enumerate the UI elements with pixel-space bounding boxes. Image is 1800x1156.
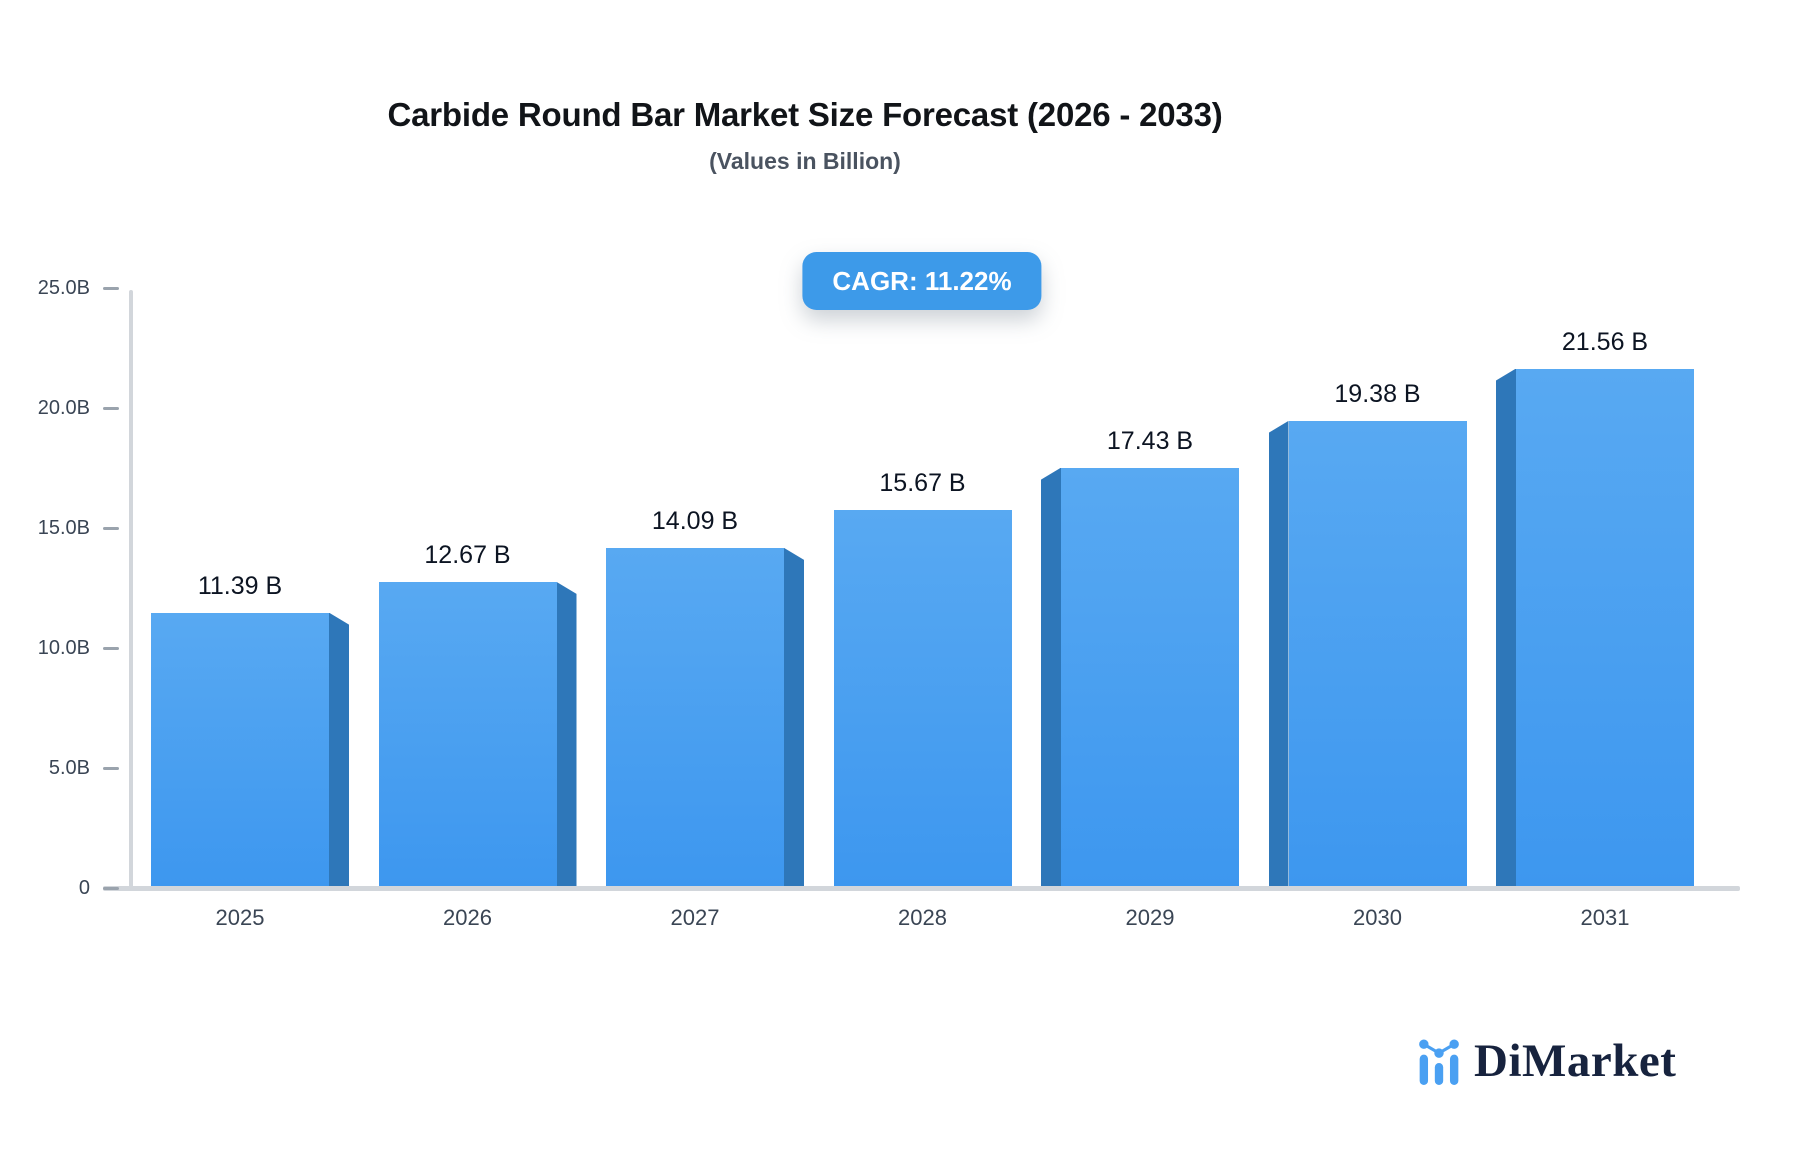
bar-value-label-2031: 21.56 B bbox=[1561, 327, 1649, 356]
x-axis-line bbox=[103, 886, 1740, 891]
x-axis-label-2025: 2025 bbox=[215, 905, 265, 930]
y-axis-tick-mark bbox=[103, 767, 119, 770]
bar-2025-side bbox=[329, 612, 349, 886]
x-axis-label-2028: 2028 bbox=[898, 905, 947, 930]
bar-2026-side bbox=[556, 581, 577, 886]
cagr-badge: CAGR: 11.22% bbox=[802, 252, 1042, 310]
dimarket-logo-text: DiMarket bbox=[1474, 1035, 1677, 1087]
chart-subtitle: (Values in Billion) bbox=[709, 148, 901, 174]
y-axis-tick-mark bbox=[103, 647, 119, 650]
x-axis-label-2026: 2026 bbox=[443, 905, 492, 930]
bar-2028 bbox=[833, 509, 1012, 886]
y-axis-tick-label: 5.0B bbox=[48, 757, 90, 779]
y-axis-tick-label: 20.0B bbox=[37, 397, 90, 419]
bar-value-label-2027: 14.09 B bbox=[651, 506, 739, 535]
bar-2027-side bbox=[784, 547, 804, 886]
y-axis-line bbox=[129, 290, 133, 890]
y-axis-tick-mark bbox=[103, 287, 119, 290]
x-axis-label-2030: 2030 bbox=[1353, 905, 1402, 930]
y-axis-tick-mark bbox=[103, 527, 119, 530]
bar-2030-side bbox=[1268, 420, 1289, 886]
bar-value-label-2029: 17.43 B bbox=[1106, 426, 1194, 455]
y-axis-tick-mark bbox=[103, 887, 119, 890]
bar-chart-icon bbox=[1419, 1039, 1459, 1085]
y-axis-tick-label: 10.0B bbox=[37, 637, 90, 659]
y-axis-tick-mark bbox=[103, 407, 119, 410]
bar-2025 bbox=[151, 612, 329, 886]
y-axis-tick-label: 15.0B bbox=[37, 517, 90, 539]
x-axis-label-2031: 2031 bbox=[1580, 905, 1630, 930]
chart-title: Carbide Round Bar Market Size Forecast (… bbox=[387, 96, 1223, 133]
y-axis-tick-label: 25.0B bbox=[37, 277, 90, 299]
bar-2029-side bbox=[1041, 467, 1061, 886]
bar-2027 bbox=[606, 547, 784, 886]
bar-value-label-2026: 12.67 B bbox=[424, 540, 511, 569]
bar-value-label-2028: 15.67 B bbox=[879, 468, 966, 497]
bar-2029 bbox=[1061, 467, 1239, 886]
x-axis-label-2027: 2027 bbox=[670, 905, 720, 930]
bar-2031-side bbox=[1496, 368, 1516, 886]
y-axis-tick-label: 0 bbox=[78, 877, 90, 899]
bar-value-label-2030: 19.38 B bbox=[1334, 379, 1421, 408]
bar-value-label-2025: 11.39 B bbox=[197, 571, 283, 600]
x-axis-label-2029: 2029 bbox=[1125, 905, 1175, 930]
bar-2031 bbox=[1516, 368, 1694, 886]
bar-2026 bbox=[378, 581, 557, 886]
bar-2030 bbox=[1288, 420, 1467, 886]
dimarket-logo: DiMarket bbox=[1418, 1038, 1676, 1085]
